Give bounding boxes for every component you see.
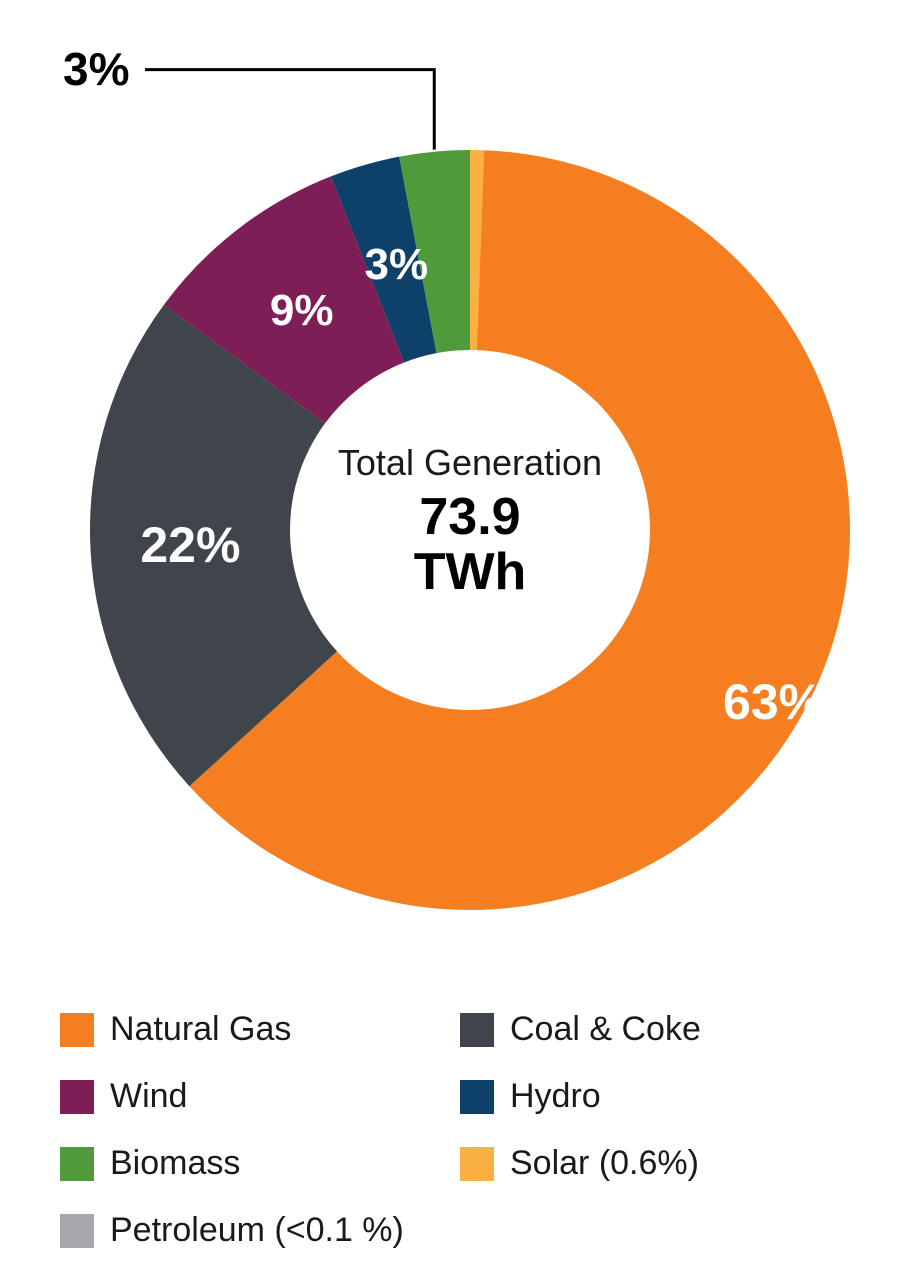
legend-swatch bbox=[60, 1214, 94, 1248]
center-label-group: Total Generation 73.9 TWh bbox=[310, 442, 630, 599]
legend-item: Hydro bbox=[460, 1077, 860, 1116]
callout-label: 3% bbox=[63, 42, 129, 96]
legend-row: Biomass Solar (0.6%) bbox=[60, 1144, 860, 1183]
legend-label: Natural Gas bbox=[110, 1010, 291, 1049]
legend-row: Petroleum (<0.1 %) bbox=[60, 1211, 860, 1250]
legend-label: Hydro bbox=[510, 1077, 601, 1116]
slice-label-wind: 9% bbox=[270, 286, 334, 336]
legend-swatch bbox=[60, 1013, 94, 1047]
legend-swatch bbox=[460, 1013, 494, 1047]
legend-label: Coal & Coke bbox=[510, 1010, 701, 1049]
slice-label-coal_coke: 22% bbox=[140, 516, 240, 574]
page: 3% Total Generation 73.9 TWh 63% 22% 9%3% … bbox=[0, 0, 913, 1280]
center-value: 73.9 bbox=[419, 488, 520, 546]
center-title: Total Generation bbox=[310, 442, 630, 484]
legend-label: Petroleum (<0.1 %) bbox=[110, 1211, 404, 1250]
legend-item: Petroleum (<0.1 %) bbox=[60, 1211, 460, 1250]
legend-item: Natural Gas bbox=[60, 1010, 460, 1049]
center-value-block: 73.9 TWh bbox=[310, 490, 630, 599]
legend-item: Coal & Coke bbox=[460, 1010, 860, 1049]
slice-label-natural_gas: 63% bbox=[723, 673, 823, 731]
legend-item: Biomass bbox=[60, 1144, 460, 1183]
legend-swatch bbox=[60, 1080, 94, 1114]
legend-row: Natural Gas Coal & Coke bbox=[60, 1010, 860, 1049]
legend-swatch bbox=[460, 1080, 494, 1114]
donut-chart: 3% Total Generation 73.9 TWh 63% 22% 9% 3% bbox=[0, 0, 913, 1000]
legend-swatch bbox=[460, 1147, 494, 1181]
legend-item: Solar (0.6%) bbox=[460, 1144, 860, 1183]
legend-label: Solar (0.6%) bbox=[510, 1144, 699, 1183]
callout-line bbox=[145, 70, 434, 150]
callout-text: 3% bbox=[63, 43, 129, 95]
legend-row: Wind Hydro bbox=[60, 1077, 860, 1116]
legend: Natural Gas Coal & Coke Wind Hydro Biomass So… bbox=[60, 1010, 860, 1278]
center-unit: TWh bbox=[414, 543, 527, 601]
legend-label: Biomass bbox=[110, 1144, 240, 1183]
legend-item: Wind bbox=[60, 1077, 460, 1116]
legend-label: Wind bbox=[110, 1077, 187, 1116]
legend-swatch bbox=[60, 1147, 94, 1181]
slice-label-hydro: 3% bbox=[365, 240, 429, 290]
